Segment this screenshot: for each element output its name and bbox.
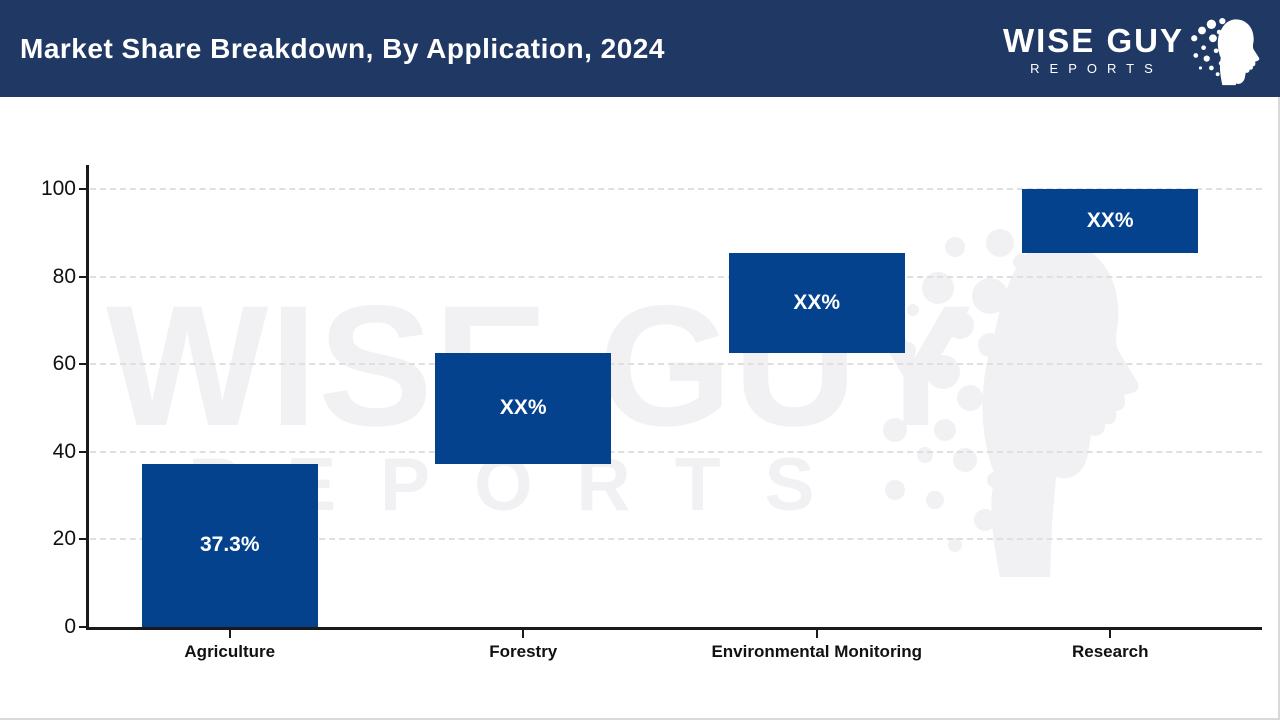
x-tick-mark-forestry [522, 629, 525, 638]
y-tick-label: 20 [52, 527, 76, 551]
y-tick-mark [79, 188, 87, 190]
x-category-label-research: Research [1071, 642, 1149, 661]
wiseguy-logo: WISE GUY REPORTS [1003, 6, 1266, 94]
bar-value-label-forestry: XX% [499, 396, 547, 420]
bar-agriculture: 37.3% [141, 463, 318, 627]
bar-forestry: XX% [435, 353, 612, 464]
x-category-label-environmental-monitoring: Environmental Monitoring [711, 642, 923, 661]
header-bar: Market Share Breakdown, By Application, … [0, 0, 1280, 97]
gridline-60 [90, 363, 1262, 366]
logo-wordmark: WISE GUY [1002, 22, 1184, 59]
y-tick-mark [79, 363, 87, 366]
y-tick-label: 60 [52, 352, 76, 376]
y-tick-label: 80 [52, 264, 76, 288]
y-tick-label: 40 [52, 439, 76, 463]
x-tick-mark-research [1109, 629, 1112, 638]
x-category-label-forestry: Forestry [489, 642, 558, 661]
page-border-right [1278, 97, 1280, 720]
bar-value-label-research: XX% [1086, 208, 1134, 232]
watermark-face-icon [883, 229, 1139, 577]
bar-value-label-environmental-monitoring: XX% [793, 290, 841, 314]
y-tick-mark [79, 626, 87, 628]
y-tick-mark [79, 450, 87, 453]
logo-text: WISE GUY REPORTS [1003, 24, 1184, 76]
chart-canvas: WISE GUY REPORTS 0 20 40 60 80 100 37.3% Agricu… [0, 97, 1280, 720]
y-tick-label: 100 [40, 177, 76, 200]
bar-research: XX% [1022, 189, 1199, 253]
x-axis-line [86, 627, 1262, 630]
x-category-label-agriculture: Agriculture [184, 642, 276, 661]
gridline-100 [90, 188, 1262, 190]
page-border-bottom [0, 718, 1280, 720]
gridline-40 [90, 450, 1262, 453]
y-axis-line [86, 165, 89, 630]
x-tick-mark-agriculture [228, 629, 231, 638]
logo-face-icon [1191, 18, 1260, 86]
logo-subtitle: REPORTS [1030, 61, 1163, 76]
y-tick-mark [79, 275, 87, 278]
bar-value-label-agriculture: 37.3% [199, 533, 260, 557]
y-tick-mark [79, 538, 87, 541]
x-tick-mark-environmental-monitoring [815, 629, 818, 638]
chart-title: Market Share Breakdown, By Application, … [20, 32, 665, 64]
gridline-20 [90, 538, 1262, 541]
y-tick-label: 0 [64, 615, 76, 638]
gridline-80 [90, 275, 1262, 278]
bar-environmental-monitoring: XX% [728, 252, 905, 354]
